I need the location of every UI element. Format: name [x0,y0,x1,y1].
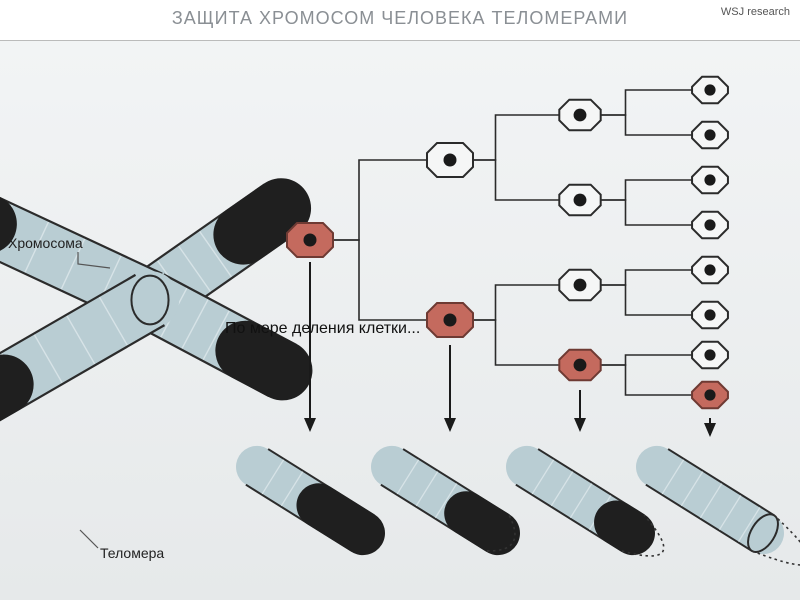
cell-icon [559,185,600,216]
cell-icon [692,212,728,239]
cell-icon [692,122,728,149]
cell-icon [692,257,728,284]
cell-icon [559,270,600,301]
cell-icon [692,342,728,369]
diagram-body: Хромосома Теломера По мере деления клетк… [0,41,800,600]
cell-icon [287,223,333,257]
header: ЗАЩИТА ХРОМОСОМ ЧЕЛОВЕКА ТЕЛОМЕРАМИ WSJ … [0,0,800,41]
page-title: ЗАЩИТА ХРОМОСОМ ЧЕЛОВЕКА ТЕЛОМЕРАМИ [0,8,800,29]
cell-icon [692,302,728,329]
cell-icon [427,143,473,177]
cell-icon [692,77,728,104]
cell-icon [692,167,728,194]
cell-icon [427,303,473,337]
label-chromosome: Хромосома [8,235,83,251]
label-telomere: Теломера [100,545,164,561]
cell-icon [559,100,600,131]
cell-icon [559,350,600,381]
source-credit: WSJ research [721,6,790,18]
caption-cell-division: По мере деления клетки... [225,320,420,338]
cell-icon [692,382,728,409]
